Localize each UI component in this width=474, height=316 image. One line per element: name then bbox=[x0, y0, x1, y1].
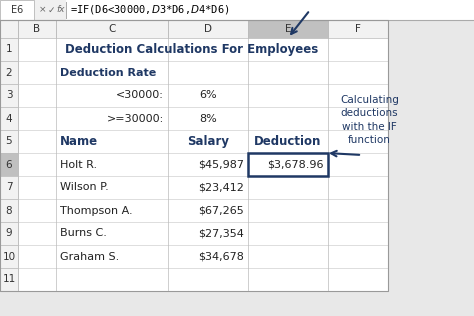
Text: fx: fx bbox=[56, 5, 64, 15]
Bar bbox=[0, 107, 18, 130]
Text: $3,678.96: $3,678.96 bbox=[267, 160, 324, 169]
Text: Salary: Salary bbox=[187, 135, 229, 148]
Bar bbox=[0, 199, 18, 222]
Text: =IF(D6<30000,$D$3*D6,$D$4*D6): =IF(D6<30000,$D$3*D6,$D$4*D6) bbox=[70, 3, 229, 16]
Bar bbox=[248, 153, 328, 176]
Bar bbox=[0, 38, 388, 291]
Text: B: B bbox=[34, 24, 41, 34]
Text: ×: × bbox=[39, 5, 46, 15]
Text: $34,678: $34,678 bbox=[198, 252, 244, 262]
Bar bbox=[0, 153, 18, 176]
Bar bbox=[0, 20, 388, 38]
Bar bbox=[0, 20, 18, 38]
Bar bbox=[0, 268, 18, 291]
Text: 3: 3 bbox=[6, 90, 12, 100]
Text: $67,265: $67,265 bbox=[198, 205, 244, 216]
Text: >=30000:: >=30000: bbox=[107, 113, 164, 124]
Text: $45,987: $45,987 bbox=[198, 160, 244, 169]
Bar bbox=[328, 20, 388, 38]
Text: $27,354: $27,354 bbox=[198, 228, 244, 239]
Bar bbox=[0, 222, 18, 245]
Text: Deduction Calculations For Employees: Deduction Calculations For Employees bbox=[65, 43, 319, 56]
Text: 9: 9 bbox=[6, 228, 12, 239]
Bar bbox=[0, 20, 18, 38]
Text: 6%: 6% bbox=[199, 90, 217, 100]
Bar bbox=[18, 20, 56, 38]
Bar bbox=[0, 176, 18, 199]
Bar bbox=[0, 20, 388, 291]
Text: Wilson P.: Wilson P. bbox=[60, 183, 109, 192]
Text: Deduction Rate: Deduction Rate bbox=[60, 68, 156, 77]
Text: <30000:: <30000: bbox=[116, 90, 164, 100]
Text: C: C bbox=[109, 24, 116, 34]
Text: 1: 1 bbox=[6, 45, 12, 54]
Bar bbox=[56, 20, 168, 38]
Text: 4: 4 bbox=[6, 113, 12, 124]
Text: 5: 5 bbox=[6, 137, 12, 147]
Text: Calculating
deductions
with the IF
function: Calculating deductions with the IF funct… bbox=[340, 95, 399, 145]
Text: 7: 7 bbox=[6, 183, 12, 192]
Text: 10: 10 bbox=[2, 252, 16, 262]
Text: Graham S.: Graham S. bbox=[60, 252, 119, 262]
Bar bbox=[0, 84, 18, 107]
Text: ✓: ✓ bbox=[48, 5, 55, 15]
Text: D: D bbox=[204, 24, 212, 34]
Bar bbox=[0, 245, 18, 268]
Text: 6: 6 bbox=[6, 160, 12, 169]
Text: $23,412: $23,412 bbox=[198, 183, 244, 192]
Text: Deduction: Deduction bbox=[255, 135, 322, 148]
Text: E6: E6 bbox=[11, 5, 23, 15]
Text: Burns C.: Burns C. bbox=[60, 228, 107, 239]
Bar bbox=[0, 0, 474, 20]
Text: Name: Name bbox=[60, 135, 98, 148]
Text: Holt R.: Holt R. bbox=[60, 160, 97, 169]
Text: 8: 8 bbox=[6, 205, 12, 216]
Bar bbox=[0, 61, 18, 84]
Text: 2: 2 bbox=[6, 68, 12, 77]
Text: Thompson A.: Thompson A. bbox=[60, 205, 133, 216]
Bar bbox=[0, 0, 34, 20]
Text: E: E bbox=[285, 24, 291, 34]
Text: F: F bbox=[355, 24, 361, 34]
Bar bbox=[0, 38, 18, 61]
Bar bbox=[248, 20, 328, 38]
Text: 8%: 8% bbox=[199, 113, 217, 124]
Bar bbox=[168, 20, 248, 38]
Bar bbox=[0, 130, 18, 153]
Bar bbox=[66, 0, 474, 20]
Text: 11: 11 bbox=[2, 275, 16, 284]
